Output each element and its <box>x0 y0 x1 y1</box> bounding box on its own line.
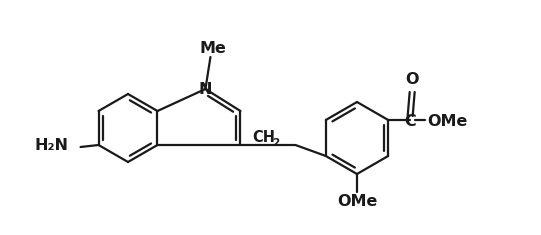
Text: Me: Me <box>199 40 226 55</box>
Text: H₂N: H₂N <box>35 137 69 153</box>
Text: OMe: OMe <box>337 193 377 208</box>
Text: N: N <box>199 82 212 97</box>
Text: CH: CH <box>253 130 275 145</box>
Text: 2: 2 <box>272 138 280 148</box>
Text: C: C <box>404 114 416 129</box>
Text: O: O <box>405 71 419 86</box>
Text: OMe: OMe <box>427 114 467 129</box>
